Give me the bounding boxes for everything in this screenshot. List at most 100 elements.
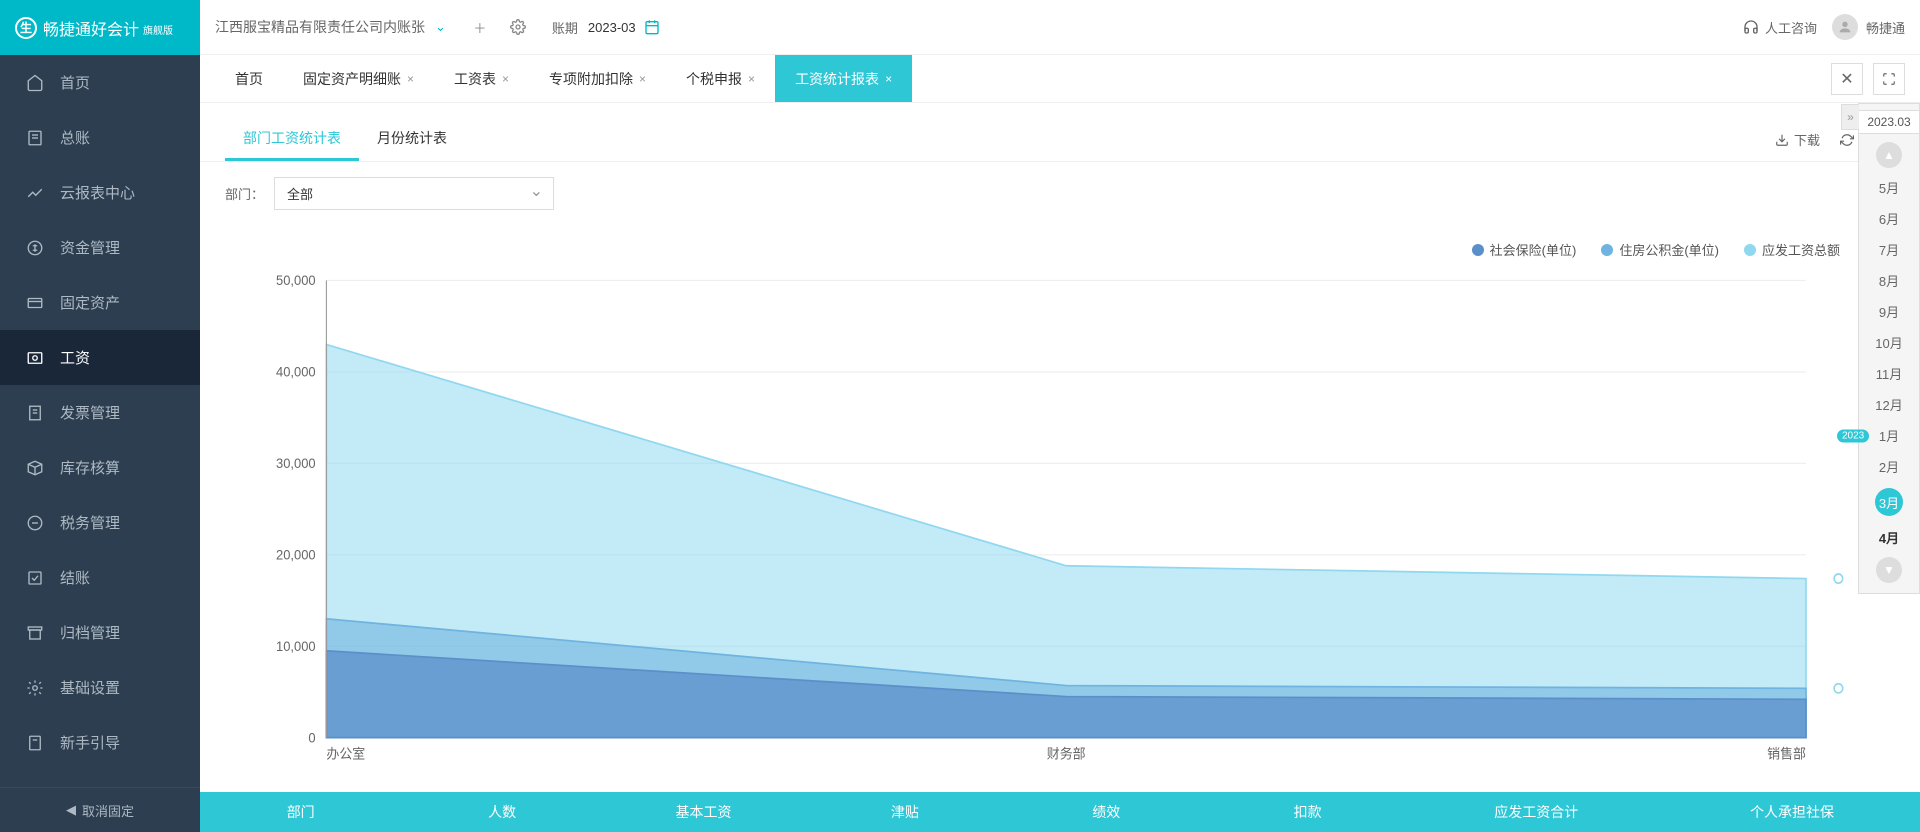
month-item[interactable]: 20231月 (1859, 420, 1919, 451)
tab-close-icon[interactable]: × (748, 72, 755, 86)
fund-icon (25, 239, 45, 257)
current-period-badge: 2023.03 (1858, 110, 1919, 134)
svg-text:10,000: 10,000 (276, 638, 316, 653)
brand-name: 畅捷通好会计 (43, 16, 139, 40)
month-label: 2月 (1879, 460, 1899, 475)
calendar-icon[interactable] (644, 19, 660, 35)
refresh-icon (1840, 133, 1854, 147)
sidebar-footer-label: 取消固定 (82, 801, 134, 820)
legend-dot-icon (1744, 244, 1756, 256)
month-item[interactable]: 12月 (1859, 389, 1919, 420)
sidebar-item-ledger[interactable]: 总账 (0, 110, 200, 165)
month-item[interactable]: 3月 (1859, 482, 1919, 522)
month-panel: » 2023.03 ▲ 5月6月7月8月9月10月11月12月20231月2月3… (1858, 103, 1920, 594)
gear-icon[interactable] (504, 13, 532, 41)
download-button[interactable]: 下载 (1775, 130, 1820, 149)
sidebar-item-close[interactable]: 结账 (0, 550, 200, 605)
tab-5[interactable]: 工资统计报表 × (775, 55, 912, 102)
legend-item[interactable]: 社会保险(单位) (1472, 240, 1577, 259)
sidebar-item-guide[interactable]: 新手引导 (0, 715, 200, 770)
month-label: 1月 (1879, 429, 1899, 444)
topbar: 江西服宝精品有限责任公司内账张 ⌄ ＋ 账期 2023-03 人工咨询 (200, 0, 1920, 55)
month-item[interactable]: 2月 (1859, 451, 1919, 482)
tab-3[interactable]: 专项附加扣除 × (529, 55, 666, 102)
close-all-tabs-icon[interactable]: ✕ (1831, 63, 1863, 95)
tab-close-icon[interactable]: × (885, 72, 892, 86)
company-dropdown-icon[interactable]: ⌄ (435, 19, 446, 35)
table-column-header: 绩效 (1006, 802, 1207, 822)
sidebar-item-fund[interactable]: 资金管理 (0, 220, 200, 275)
subtab-1[interactable]: 月份统计表 (359, 118, 465, 161)
sidebar-item-label: 固定资产 (60, 292, 120, 313)
tab-label: 工资统计报表 (795, 69, 879, 89)
month-item[interactable]: 8月 (1859, 265, 1919, 296)
table-column-header: 扣款 (1207, 802, 1408, 822)
sidebar-item-label: 税务管理 (60, 512, 120, 533)
legend-item[interactable]: 住房公积金(单位) (1601, 240, 1719, 259)
month-item[interactable]: 6月 (1859, 203, 1919, 234)
sidebar-item-label: 工资 (60, 347, 90, 368)
month-panel-toggle-icon[interactable]: » (1841, 104, 1859, 130)
tab-4[interactable]: 个税申报× (666, 55, 775, 102)
sidebar-item-label: 归档管理 (60, 622, 120, 643)
sidebar-item-inventory[interactable]: 库存核算 (0, 440, 200, 495)
svg-text:销售部: 销售部 (1767, 746, 1806, 761)
department-select[interactable]: 全部 (274, 177, 554, 210)
table-column-header: 人数 (401, 802, 602, 822)
month-scroll-down-icon[interactable]: ▼ (1876, 557, 1902, 583)
sidebar-item-settings[interactable]: 基础设置 (0, 660, 200, 715)
sidebar-brand: 生 畅捷通好会计 旗舰版 (0, 0, 200, 55)
month-item[interactable]: 11月 (1859, 358, 1919, 389)
sidebar-item-label: 结账 (60, 567, 90, 588)
period-label: 账期 (552, 18, 578, 37)
legend-item[interactable]: 应发工资总额 (1744, 240, 1840, 259)
month-scroll-up-icon[interactable]: ▲ (1876, 142, 1902, 168)
tabs-actions: ✕ (1831, 55, 1905, 102)
support-link[interactable]: 人工咨询 (1743, 18, 1817, 37)
subtab-0[interactable]: 部门工资统计表 (225, 118, 359, 161)
add-icon[interactable]: ＋ (466, 13, 494, 41)
sidebar-item-archive[interactable]: 归档管理 (0, 605, 200, 660)
month-item[interactable]: 5月 (1859, 172, 1919, 203)
sidebar-item-label: 发票管理 (60, 402, 120, 423)
collapse-icon: ◀ (66, 802, 76, 818)
tab-2[interactable]: 工资表× (434, 55, 529, 102)
sidebar-item-invoice[interactable]: 发票管理 (0, 385, 200, 440)
sidebar-item-report[interactable]: 云报表中心 (0, 165, 200, 220)
subtabs-row: 部门工资统计表月份统计表 下载 刷新 (200, 103, 1920, 162)
home-icon (25, 74, 45, 92)
month-label: 5月 (1879, 181, 1899, 196)
sidebar-item-asset[interactable]: 固定资产 (0, 275, 200, 330)
sidebar-item-tax[interactable]: 税务管理 (0, 495, 200, 550)
period-value: 2023-03 (588, 20, 636, 35)
svg-text:30,000: 30,000 (276, 456, 316, 471)
inventory-icon (25, 459, 45, 477)
month-label: 7月 (1879, 243, 1899, 258)
tab-close-icon[interactable]: × (502, 72, 509, 86)
archive-icon (25, 624, 45, 642)
tab-close-icon[interactable]: × (639, 72, 646, 86)
tab-label: 专项附加扣除 (549, 69, 633, 89)
brand-edition: 旗舰版 (143, 22, 173, 37)
tab-label: 固定资产明细账 (303, 69, 401, 89)
sidebar-item-home[interactable]: 首页 (0, 55, 200, 110)
tab-0[interactable]: 首页 (215, 55, 283, 102)
fullscreen-icon[interactable] (1873, 63, 1905, 95)
sidebar-items: 首页总账云报表中心资金管理固定资产工资发票管理库存核算税务管理结账归档管理基础设… (0, 55, 200, 787)
headset-icon (1743, 19, 1759, 35)
sidebar-item-salary[interactable]: 工资 (0, 330, 200, 385)
month-item[interactable]: 10月 (1859, 327, 1919, 358)
chart-legend: 社会保险(单位) 住房公积金(单位) 应发工资总额 (240, 235, 1860, 269)
month-item[interactable]: 9月 (1859, 296, 1919, 327)
salary-icon (25, 349, 45, 367)
month-item[interactable]: 7月 (1859, 234, 1919, 265)
sidebar-item-label: 库存核算 (60, 457, 120, 478)
svg-text:40,000: 40,000 (276, 364, 316, 379)
sidebar-collapse[interactable]: ◀ 取消固定 (0, 787, 200, 832)
download-label: 下载 (1794, 130, 1820, 149)
month-item[interactable]: 4月 (1859, 522, 1919, 553)
user-menu[interactable]: 畅捷通 (1832, 14, 1905, 40)
tab-close-icon[interactable]: × (407, 72, 414, 86)
tab-1[interactable]: 固定资产明细账 × (283, 55, 434, 102)
ledger-icon (25, 129, 45, 147)
